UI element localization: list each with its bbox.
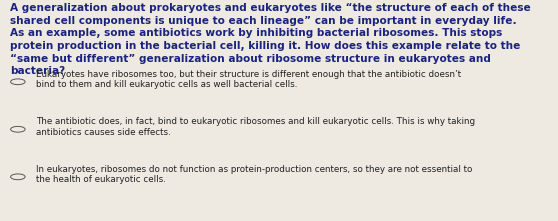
Text: Eukaryotes have ribosomes too, but their structure is different enough that the : Eukaryotes have ribosomes too, but their… [36, 70, 461, 89]
Text: In eukaryotes, ribosomes do not function as protein-production centers, so they : In eukaryotes, ribosomes do not function… [36, 165, 473, 184]
Text: A generalization about prokaryotes and eukaryotes like “the structure of each of: A generalization about prokaryotes and e… [10, 3, 531, 76]
Text: The antibiotic does, in fact, bind to eukaryotic ribosomes and kill eukaryotic c: The antibiotic does, in fact, bind to eu… [36, 117, 475, 137]
